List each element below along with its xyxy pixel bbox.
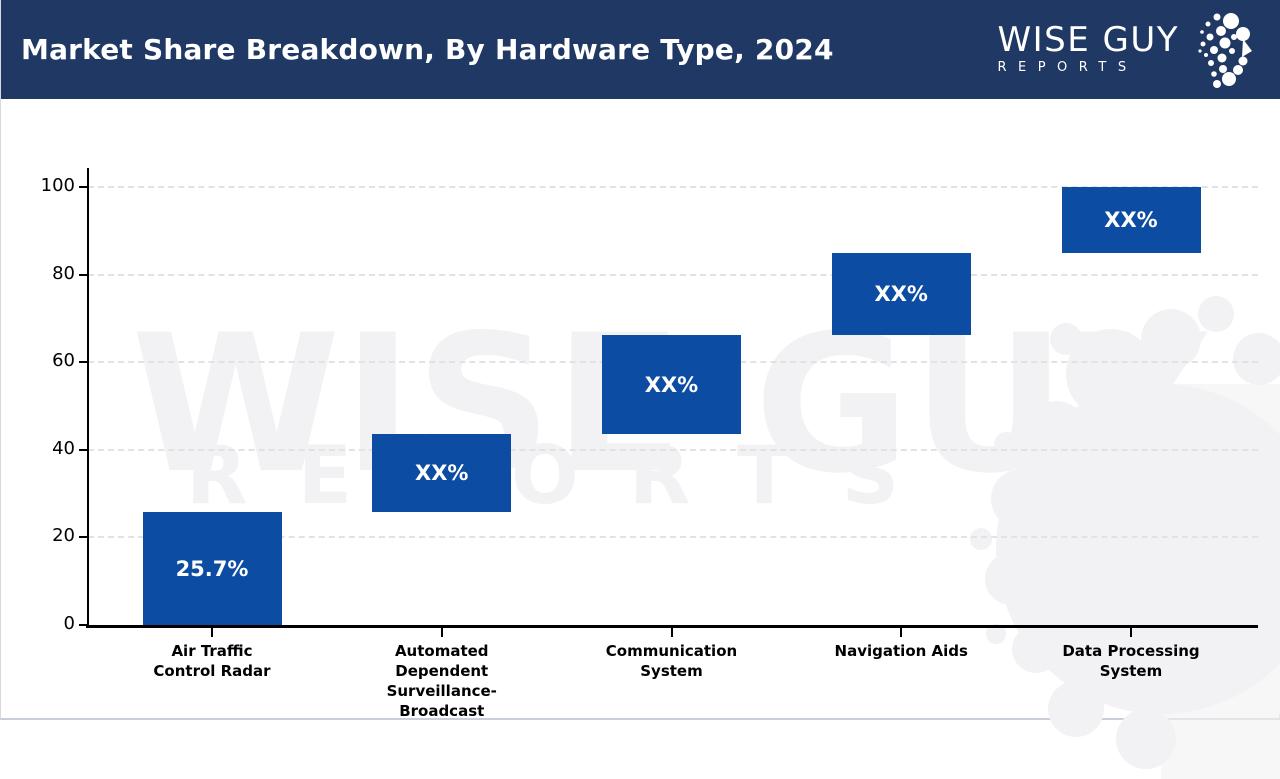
chart-area: WISE GUY REPORTS 0 20 40 60 [1,99,1280,779]
x-tick-mark-4 [900,628,903,637]
x-category-line: Control Radar [153,662,271,680]
x-tick-mark-3 [670,628,673,637]
x-axis-line [86,625,1258,628]
gridline-40 [88,448,1258,451]
bar-5: XX% [1061,187,1201,254]
bar-value-label-2: XX% [415,461,469,486]
bar-4: XX% [831,253,971,336]
gridline-100 [88,186,1258,188]
header: Market Share Breakdown, By Hardware Type… [1,0,1280,99]
bar-value-label-5: XX% [1104,208,1158,233]
bar-3: XX% [602,335,741,435]
bar-value-label-4: XX% [874,282,928,307]
y-tick-mark-0 [79,624,87,626]
watermark-subtext: REPORTS [186,429,950,522]
x-category-label-3: Communication System [562,641,782,681]
x-category-line: Communication [605,642,738,660]
brand-logo: WISE GUY REPORTS [997,9,1253,91]
x-category-label-4: Navigation Aids [791,641,1011,661]
x-category-label-2: Automated Dependent Surveillance- Broadcast [332,641,552,721]
logo-face-icon [1198,12,1252,88]
x-category-label-1: Air Traffic Control Radar [102,641,322,681]
x-category-line: Navigation Aids [834,642,968,660]
y-tick-mark-80 [79,273,87,276]
page-title: Market Share Breakdown, By Hardware Type… [21,33,834,66]
x-category-line: System [640,662,703,680]
bar-value-label-1: 25.7% [175,556,249,581]
y-tick-mark-60 [79,361,87,364]
x-category-line: Data Processing [1062,642,1200,660]
brand-name: WISE GUY [997,20,1179,60]
gridline-20 [88,536,1258,539]
x-category-line: System [1099,662,1163,680]
watermark-face-icon [970,296,1280,779]
y-tick-label-100: 100 [40,175,75,196]
x-category-line: Air Traffic [171,642,253,660]
x-tick-mark-2 [440,628,443,637]
brand-subname: REPORTS [997,60,1138,75]
y-tick-label-80: 80 [52,262,75,284]
y-tick-label-0: 0 [63,613,75,634]
plot: 0 20 40 60 80 100 25.7% Air Traffic Control Rada… [1,0,1280,720]
y-tick-label-20: 20 [52,525,75,547]
y-tick-mark-100 [79,186,87,188]
x-category-line: Broadcast [399,702,485,720]
x-tick-mark-1 [211,628,213,637]
y-tick-label-60: 60 [52,350,75,372]
bar-1: 25.7% [142,512,282,625]
x-category-label-5: Data Processing System [1021,641,1241,681]
x-tick-mark-5 [1130,628,1132,637]
gridline-80 [88,273,1258,276]
bar-2: XX% [372,434,512,513]
x-category-line: Automated [394,642,489,660]
bar-value-label-3: XX% [644,372,699,397]
brand-logo-text: WISE GUY REPORTS [997,22,1179,77]
y-tick-mark-20 [79,536,87,539]
x-category-line: Dependent [395,662,489,680]
y-axis-line [87,168,89,628]
x-category-line: Surveillance- [386,682,497,700]
y-tick-label-40: 40 [52,437,75,459]
y-tick-mark-40 [79,448,87,451]
